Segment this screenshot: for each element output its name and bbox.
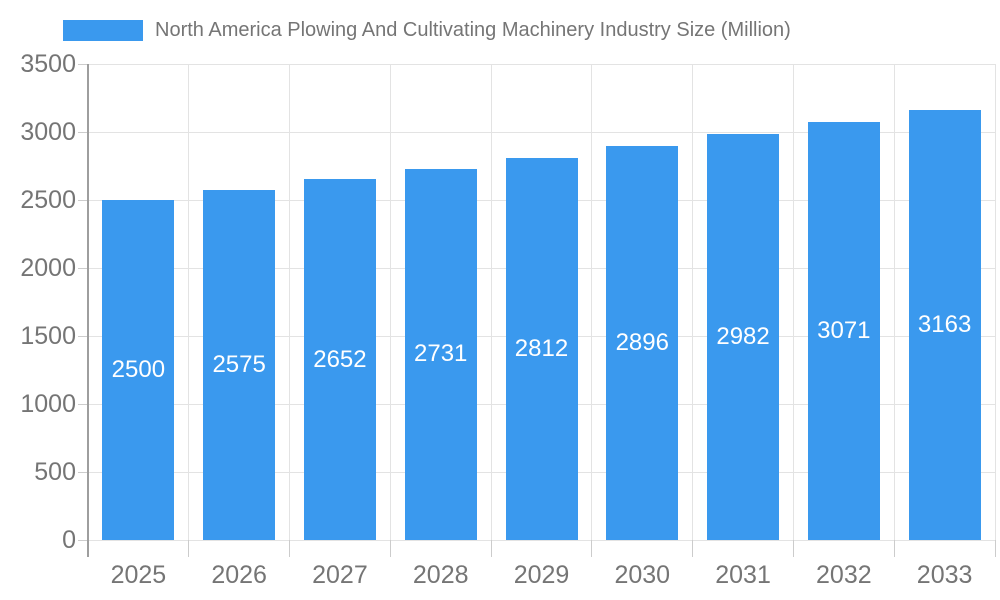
x-axis-label: 2032 (816, 561, 872, 589)
bar-2028[interactable]: 2731 (404, 168, 477, 540)
bar-2031[interactable]: 2982 (707, 134, 780, 540)
bar-2033[interactable]: 3163 (908, 109, 981, 540)
y-axis-tick (78, 131, 88, 133)
bar-value-label: 2731 (414, 340, 468, 368)
x-axis-label: 2031 (715, 561, 771, 589)
legend-swatch (63, 19, 143, 41)
bar-value-label: 3163 (917, 310, 972, 338)
y-axis-label: 500 (34, 458, 76, 486)
x-axis-label: 2027 (312, 561, 368, 589)
bar-value-label: 2500 (111, 356, 166, 383)
x-gridline (893, 64, 895, 540)
chart-legend: North America Plowing And Cultivating Ma… (63, 18, 791, 42)
y-axis-label: 1000 (20, 390, 76, 418)
bar-2032[interactable]: 3071 (807, 122, 880, 540)
x-axis-label: 2026 (211, 561, 267, 589)
y-axis-label: 3500 (20, 50, 76, 78)
x-axis-tick (692, 540, 694, 557)
y-axis-tick (78, 335, 88, 337)
x-axis-label: 2033 (916, 561, 973, 589)
x-axis-tick (893, 540, 895, 557)
bar-2026[interactable]: 2575 (203, 189, 276, 540)
chart-title: North America Plowing And Cultivating Ma… (155, 18, 791, 41)
x-axis-tick (289, 540, 291, 557)
x-gridline (792, 64, 794, 540)
bar-2029[interactable]: 2812 (505, 157, 578, 540)
y-axis-tick (78, 539, 88, 541)
x-gridline (994, 64, 996, 540)
x-axis-label: 2030 (614, 561, 671, 589)
y-axis-label: 2500 (20, 186, 76, 214)
y-gridline (88, 539, 995, 541)
y-axis-label: 1500 (20, 322, 76, 350)
x-axis-tick (188, 540, 190, 557)
bar-value-label: 2652 (313, 345, 367, 373)
y-axis-tick (78, 471, 88, 473)
x-gridline (591, 64, 593, 540)
bar-2030[interactable]: 2896 (606, 146, 679, 540)
x-gridline (490, 64, 492, 540)
x-axis-label: 2029 (513, 561, 570, 589)
bar-2027[interactable]: 2652 (303, 179, 376, 540)
y-axis-line (87, 64, 89, 557)
x-axis-tick (994, 540, 996, 557)
x-axis-tick (591, 540, 593, 557)
y-axis-label: 0 (62, 526, 76, 554)
x-axis-label: 2025 (110, 561, 167, 589)
y-axis-tick (78, 403, 88, 405)
y-axis-label: 2000 (20, 254, 76, 282)
y-axis-tick (78, 199, 88, 201)
bar-value-label: 2896 (615, 329, 669, 357)
bar-value-label: 3071 (817, 317, 871, 345)
bar-value-label: 2982 (716, 323, 770, 351)
bar-value-label: 2812 (514, 334, 569, 362)
y-axis-label: 3000 (20, 118, 76, 146)
x-gridline (389, 64, 391, 540)
y-axis-tick (78, 267, 88, 269)
y-gridline (88, 131, 995, 133)
x-axis-tick (490, 540, 492, 557)
y-axis-tick (78, 63, 88, 65)
x-axis-tick (792, 540, 794, 557)
y-gridline (88, 63, 995, 65)
x-axis-tick (389, 540, 391, 557)
bar-value-label: 2575 (212, 350, 266, 378)
x-gridline (692, 64, 694, 540)
x-gridline (289, 64, 291, 540)
x-axis-label: 2028 (412, 561, 469, 589)
x-gridline (188, 64, 190, 540)
bar-2025[interactable]: 2500 (102, 200, 175, 540)
